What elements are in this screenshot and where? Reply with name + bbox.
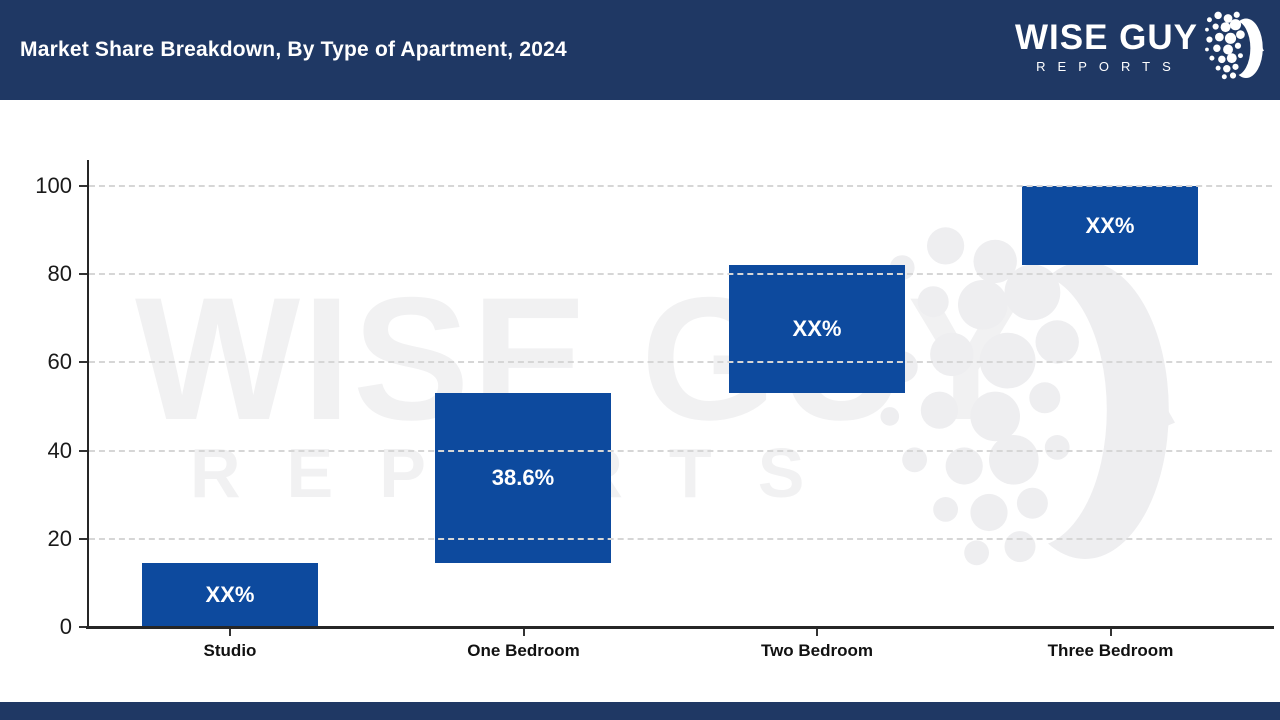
- y-tick-label-40: 40: [47, 437, 72, 463]
- x-axis-label-one-bedroom: One Bedroom: [467, 641, 580, 660]
- gridline-40: [89, 449, 1272, 452]
- bar-two-bedroom: XX%: [729, 265, 905, 393]
- bar-value-label: XX%: [792, 316, 842, 342]
- y-tick-40: [79, 449, 87, 452]
- bar-value-label: 38.6%: [491, 464, 555, 490]
- gridline-20: [89, 537, 1272, 540]
- footer-band: [0, 702, 1280, 720]
- y-tick-100: [79, 185, 87, 187]
- bar-three-bedroom: XX%: [1022, 186, 1198, 266]
- bar-value-label: XX%: [1085, 212, 1135, 238]
- y-tick-0: [79, 626, 87, 628]
- header-band: Market Share Breakdown, By Type of Apart…: [0, 0, 1280, 100]
- x-tick-3: [1109, 629, 1112, 636]
- y-tick-80: [79, 273, 87, 276]
- wiseguy-logo: WISE GUY REPORTS: [1015, 6, 1264, 88]
- y-tick-60: [79, 361, 87, 364]
- y-tick-label-60: 60: [47, 349, 72, 375]
- x-tick-2: [816, 629, 818, 636]
- y-tick-20: [79, 537, 87, 540]
- x-axis-label-three-bedroom: Three Bedroom: [1047, 641, 1174, 660]
- x-axis-label-two-bedroom: Two Bedroom: [760, 641, 874, 660]
- x-tick-0: [229, 629, 231, 636]
- x-tick-1: [522, 629, 525, 636]
- logo-wiseguy-label: WISE GUY: [1014, 17, 1198, 57]
- bar-value-label: XX%: [205, 582, 255, 608]
- wiseguy-face-icon: [1205, 11, 1264, 80]
- y-tick-label-0: 0: [59, 614, 72, 639]
- bar-studio: XX%: [142, 563, 318, 627]
- gridline-80: [89, 273, 1272, 276]
- wiseguy-logo-text: WISE GUY REPORTS: [1014, 17, 1198, 75]
- chart-title: Market Share Breakdown, By Type of Apart…: [20, 38, 567, 61]
- gridline-100: [89, 185, 1272, 187]
- x-axis-label-studio: Studio: [203, 641, 257, 660]
- gridline-60: [89, 361, 1272, 364]
- logo-reports-label: REPORTS: [1036, 59, 1183, 75]
- y-axis: [87, 160, 89, 628]
- x-axis: [86, 626, 1274, 629]
- y-tick-label-20: 20: [47, 525, 72, 551]
- y-tick-label-80: 80: [47, 261, 72, 287]
- y-tick-label-100: 100: [35, 173, 72, 198]
- bar-one-bedroom: 38.6%: [435, 392, 611, 564]
